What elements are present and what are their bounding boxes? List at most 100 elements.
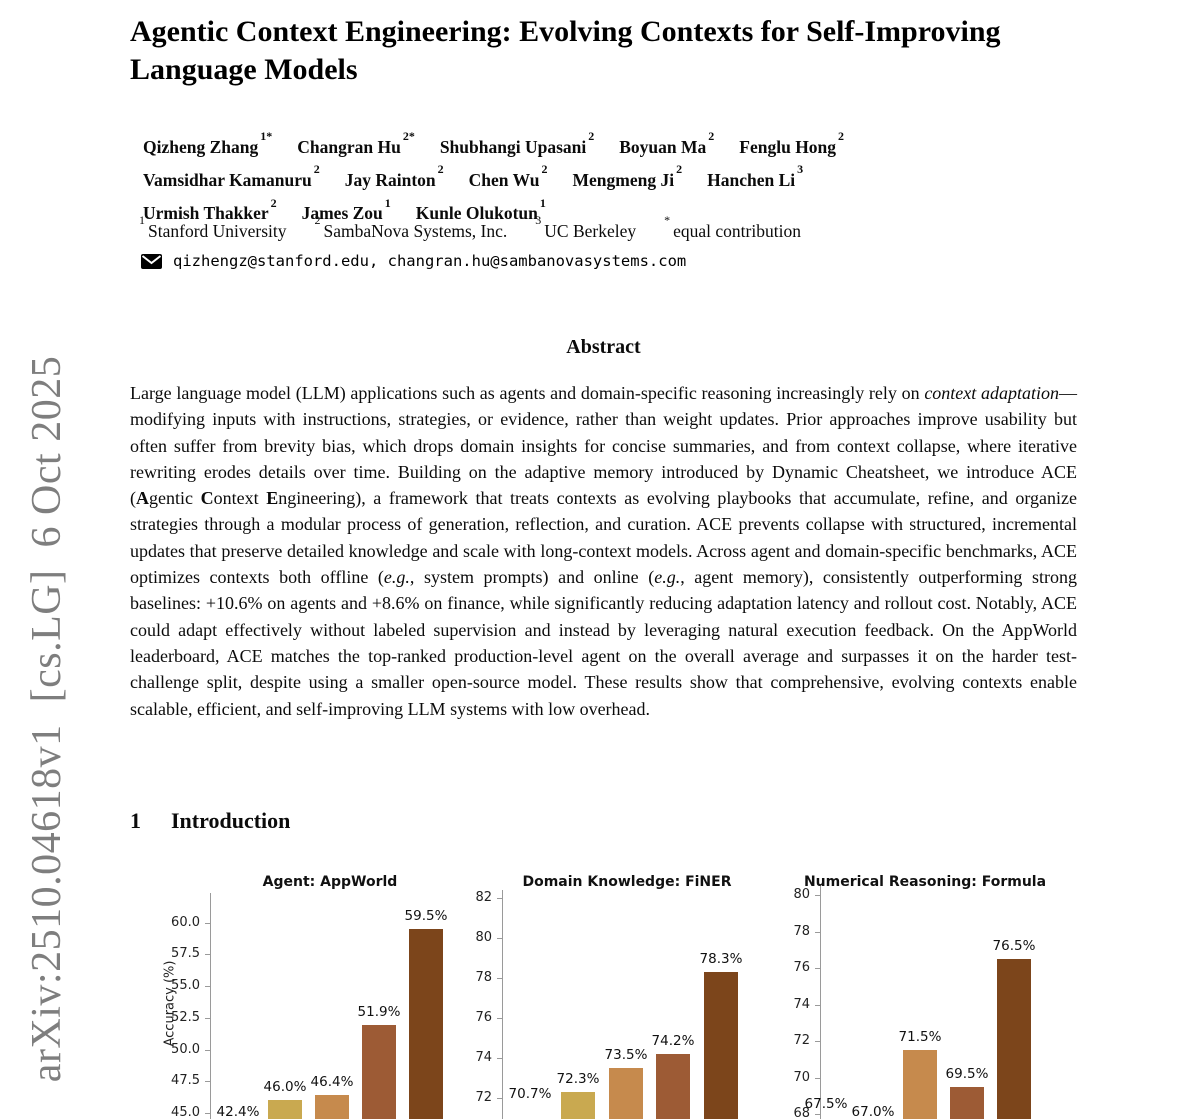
bar (409, 928, 443, 1119)
y-tick-label: 45.0 (171, 1105, 200, 1119)
y-tick-label: 80 (475, 930, 492, 945)
author-affil-sup: 2 (708, 129, 715, 143)
author-affil-sup: 2 (541, 162, 548, 177)
author-name: Fenglu Hong (739, 136, 837, 157)
author-name: James Zou (301, 203, 383, 224)
author-row: Urmish Thakker2 James Zou1 Kunle Olukotun1 (143, 196, 1103, 229)
affiliation-name: Stanford University (148, 220, 287, 241)
y-tick-mark (205, 986, 210, 987)
y-axis-label: Accuracy (%) (162, 960, 178, 1047)
bar-value-label: 67.5% (804, 1096, 848, 1112)
bar-value-label: 46.4% (310, 1074, 354, 1091)
bar (997, 958, 1031, 1119)
affiliation: 1Stanford University (139, 213, 287, 241)
y-tick-label: 78 (475, 970, 492, 985)
author: Urmish Thakker2 (143, 196, 277, 224)
paper-title: Agentic Context Engineering: Evolving Co… (130, 15, 1001, 86)
author-affil-sup: 1* (260, 129, 273, 143)
author-list: Qizheng Zhang1*Changran Hu2*Shubhangi Up… (143, 129, 1103, 229)
y-tick-label: 50.0 (171, 1041, 200, 1057)
author: Hanchen Li3 (707, 162, 803, 190)
bar-value-label: 59.5% (404, 907, 448, 924)
y-tick-label: 72 (793, 1033, 810, 1048)
author-affil-sup: 2* (402, 129, 415, 143)
y-tick-mark (815, 1004, 820, 1006)
author-name: Qizheng Zhang (143, 136, 259, 157)
y-tick-label: 80 (793, 887, 810, 902)
y-tick-mark (497, 898, 502, 899)
author-affil-sup: 2 (838, 129, 845, 143)
bar-value-label: 72.3% (556, 1071, 600, 1087)
y-axis-spine (210, 893, 211, 1119)
y-tick-mark (815, 931, 820, 933)
y-tick-label: 76 (793, 960, 810, 975)
arxiv-watermark-text: arXiv:2510.04618v1 [cs.LG] 6 Oct 2025 (24, 355, 70, 1083)
bar (609, 1068, 643, 1119)
affiliations: 1Stanford University 2SambaNova Systems, … (139, 213, 1099, 242)
author-affil-sup: 2 (588, 129, 595, 143)
affiliation: *equal contribution (664, 213, 801, 241)
affiliation-name: SambaNova Systems, Inc. (323, 220, 508, 241)
bar-value-label: 42.4% (216, 1104, 260, 1119)
author-name: Mengmeng Ji (572, 170, 675, 191)
y-tick-mark (497, 1098, 502, 1099)
affiliation-sup: * (664, 213, 671, 227)
affiliation-sup: 2 (314, 213, 321, 227)
bar-value-label: 71.5% (898, 1029, 942, 1046)
author: Fenglu Hong2 (739, 129, 844, 157)
affiliation: 2SambaNova Systems, Inc. (315, 213, 508, 241)
author-name: Jay Rainton (344, 170, 436, 191)
y-tick-mark (205, 1049, 210, 1051)
author-row: Vamsidhar Kamanuru2Jay Rainton2Chen Wu2M… (143, 162, 1103, 195)
author: Changran Hu2* (297, 129, 415, 157)
y-tick-label: 74 (793, 996, 810, 1012)
y-tick-mark (815, 968, 820, 969)
y-tick-label: 55.0 (171, 978, 200, 993)
chart-title: Domain Knowledge: FiNER (522, 874, 732, 890)
y-tick-label: 52.5 (171, 1009, 200, 1025)
y-tick-label: 72 (475, 1090, 492, 1105)
bar (704, 972, 738, 1119)
affiliation-name: UC Berkeley (544, 220, 637, 241)
email-text: qizhengz@stanford.edu, changran.hu@samba… (173, 252, 687, 270)
author: Chen Wu2 (469, 162, 548, 190)
y-tick-label: 70 (793, 1069, 810, 1085)
y-axis-spine (820, 886, 821, 1119)
y-tick-label: 76 (475, 1010, 492, 1025)
envelope-icon (141, 253, 162, 269)
chart-title: Agent: AppWorld (262, 874, 398, 890)
author-affil-sup: 3 (797, 162, 804, 177)
bar-value-label: 73.5% (604, 1047, 648, 1063)
author-name: Shubhangi Upasani (439, 136, 587, 157)
abstract-heading: Abstract (566, 336, 641, 358)
abstract-text: Large language model (LLM) applications … (130, 383, 1078, 719)
y-tick-label: 47.5 (171, 1073, 200, 1089)
y-tick-label: 82 (475, 890, 492, 905)
y-axis-spine (502, 890, 503, 1119)
bar-value-label: 76.5% (992, 937, 1036, 954)
author: Kunle Olukotun1 (416, 196, 546, 224)
author: Mengmeng Ji2 (572, 162, 683, 191)
author: Jay Rainton2 (344, 162, 444, 191)
section-title: Introduction (171, 808, 291, 833)
bar-value-label: 78.3% (699, 951, 743, 967)
bar-value-label: 69.5% (945, 1065, 989, 1082)
author: James Zou1 (301, 196, 391, 224)
bar-value-label: 46.0% (263, 1079, 307, 1096)
y-tick-mark (497, 938, 502, 939)
author-affil-sup: 2 (437, 162, 444, 177)
author-name: Boyuan Ma (619, 136, 707, 157)
y-tick-mark (205, 1081, 210, 1083)
author: Shubhangi Upasani2 (439, 129, 594, 157)
bar-value-label: 70.7% (508, 1086, 552, 1102)
bar-value-label: 67.0% (851, 1104, 895, 1119)
y-tick-label: 74 (475, 1050, 492, 1065)
y-tick-label: 68 (793, 1106, 810, 1119)
y-tick-label: 78 (793, 923, 810, 939)
author-affil-sup: 2 (270, 195, 277, 210)
section-heading: 1 Introduction (130, 808, 290, 834)
author-name: Changran Hu (297, 136, 401, 157)
y-tick-mark (815, 895, 820, 896)
y-tick-mark (205, 954, 210, 956)
